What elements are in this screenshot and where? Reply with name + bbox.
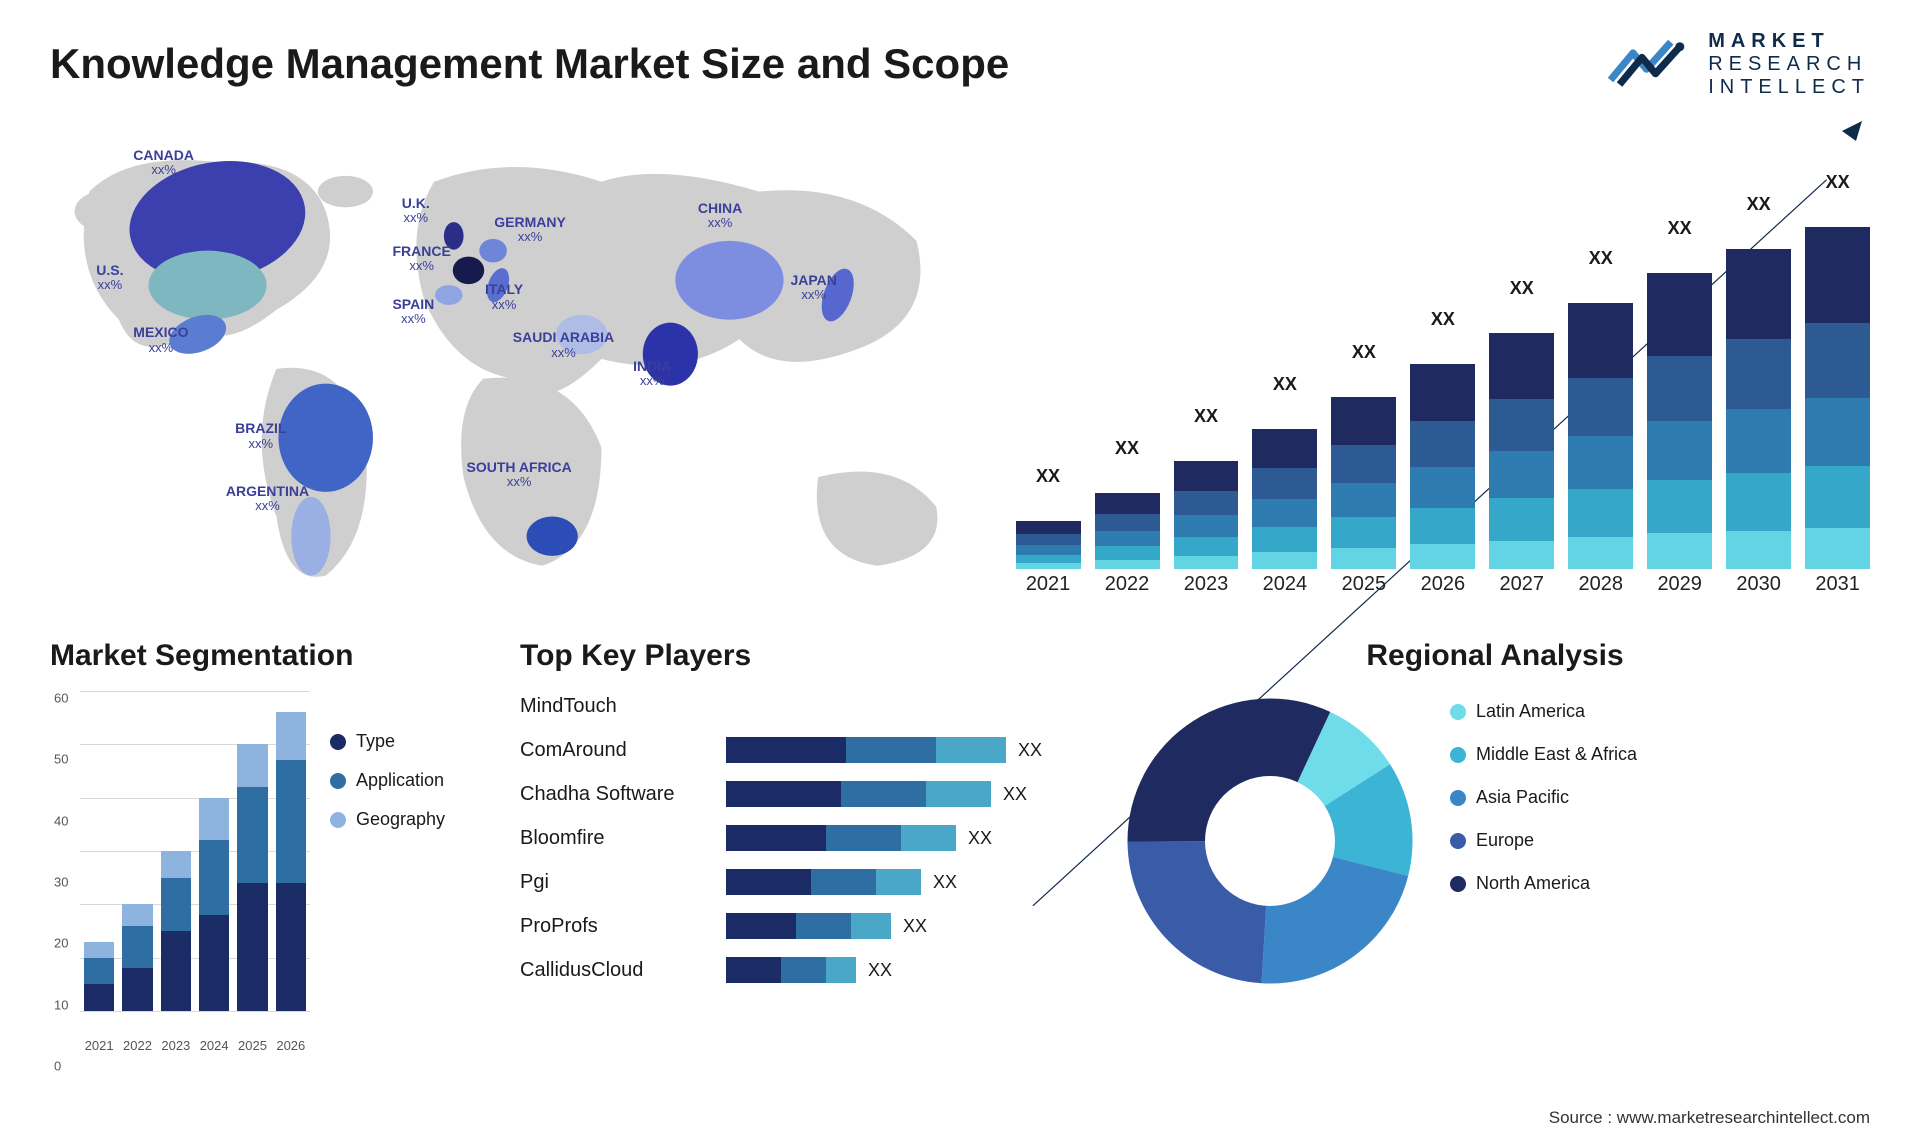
forecast-bar: XX — [1331, 397, 1396, 569]
forecast-xtick: 2031 — [1805, 573, 1870, 599]
segmentation-chart: 202120222023202420252026 0102030405060 — [50, 691, 310, 1059]
seg-bar — [122, 904, 152, 1011]
forecast-xtick: 2026 — [1410, 573, 1475, 599]
forecast-xtick: 2022 — [1095, 573, 1160, 599]
logo-line3: INTELLECT — [1708, 76, 1870, 99]
map-label: ITALYxx% — [485, 282, 523, 312]
map-label: U.S.xx% — [96, 263, 123, 293]
player-row: MindTouch — [520, 691, 1080, 721]
seg-bar — [276, 712, 306, 1011]
logo-line2: RESEARCH — [1708, 53, 1870, 76]
forecast-xtick: 2027 — [1489, 573, 1554, 599]
player-row: Chadha SoftwareXX — [520, 779, 1080, 809]
legend-item: Asia Pacific — [1450, 787, 1637, 808]
forecast-xtick: 2021 — [1016, 573, 1081, 599]
map-label: MEXICOxx% — [133, 325, 188, 355]
player-row: BloomfireXX — [520, 823, 1080, 853]
forecast-bar: XX — [1174, 461, 1239, 569]
forecast-xtick: 2029 — [1647, 573, 1712, 599]
player-row: CallidusCloudXX — [520, 955, 1080, 985]
map-label: SPAINxx% — [392, 297, 434, 327]
legend-item: Geography — [330, 809, 480, 830]
legend-item: Latin America — [1450, 701, 1637, 722]
map-label: BRAZILxx% — [235, 421, 286, 451]
source-text: Source : www.marketresearchintellect.com — [1549, 1108, 1870, 1128]
legend-item: North America — [1450, 873, 1637, 894]
forecast-xtick: 2030 — [1726, 573, 1791, 599]
map-label: SOUTH AFRICAxx% — [467, 460, 572, 490]
world-map: CANADAxx% U.S.xx% MEXICOxx% BRAZILxx% ARGENT… — [50, 119, 976, 599]
legend-item: Middle East & Africa — [1450, 744, 1637, 765]
forecast-chart: XXXXXXXXXXXXXXXXXXXXXX 20212022202320242… — [1016, 119, 1870, 599]
seg-bar — [84, 942, 114, 1011]
segmentation-title: Market Segmentation — [50, 639, 480, 673]
map-label: FRANCExx% — [392, 244, 450, 274]
player-row: ProProfsXX — [520, 911, 1080, 941]
seg-bar — [161, 851, 191, 1011]
forecast-bar: XX — [1252, 429, 1317, 569]
map-label: GERMANYxx% — [494, 215, 566, 245]
regional-donut — [1120, 691, 1420, 991]
map-label: CANADAxx% — [133, 148, 194, 178]
forecast-bar: XX — [1410, 364, 1475, 569]
map-label: ARGENTINAxx% — [226, 484, 309, 514]
players-title: Top Key Players — [520, 639, 1080, 673]
legend-item: Application — [330, 770, 480, 791]
logo-mark-icon — [1606, 32, 1696, 97]
forecast-bar: XX — [1016, 521, 1081, 569]
legend-item: Type — [330, 731, 480, 752]
forecast-bar: XX — [1647, 273, 1712, 569]
forecast-xtick: 2023 — [1174, 573, 1239, 599]
seg-bar — [199, 798, 229, 1011]
forecast-xtick: 2028 — [1568, 573, 1633, 599]
regional-title: Regional Analysis — [1120, 639, 1870, 673]
forecast-bar: XX — [1726, 249, 1791, 569]
map-label: INDIAxx% — [633, 359, 671, 389]
seg-bar — [237, 744, 267, 1011]
forecast-xtick: 2024 — [1252, 573, 1317, 599]
forecast-xtick: 2025 — [1331, 573, 1396, 599]
map-label: JAPANxx% — [790, 273, 836, 303]
player-row: ComAroundXX — [520, 735, 1080, 765]
legend-item: Europe — [1450, 830, 1637, 851]
forecast-bar: XX — [1805, 227, 1870, 569]
forecast-bar: XX — [1489, 333, 1554, 569]
page-title: Knowledge Management Market Size and Sco… — [50, 30, 1009, 88]
segmentation-legend: Type Application Geography — [330, 691, 480, 1059]
player-row: PgiXX — [520, 867, 1080, 897]
forecast-bar: XX — [1568, 303, 1633, 569]
map-label: SAUDI ARABIAxx% — [513, 330, 614, 360]
map-label: CHINAxx% — [698, 201, 742, 231]
logo-line1: MARKET — [1708, 30, 1870, 53]
map-label: U.K.xx% — [402, 196, 430, 226]
regional-legend: Latin America Middle East & Africa Asia Pa… — [1450, 691, 1637, 894]
players-chart: MindTouch ComAroundXX Chadha SoftwareXX Blo… — [520, 691, 1080, 985]
brand-logo: MARKET RESEARCH INTELLECT — [1606, 30, 1870, 99]
forecast-bar: XX — [1095, 493, 1160, 569]
